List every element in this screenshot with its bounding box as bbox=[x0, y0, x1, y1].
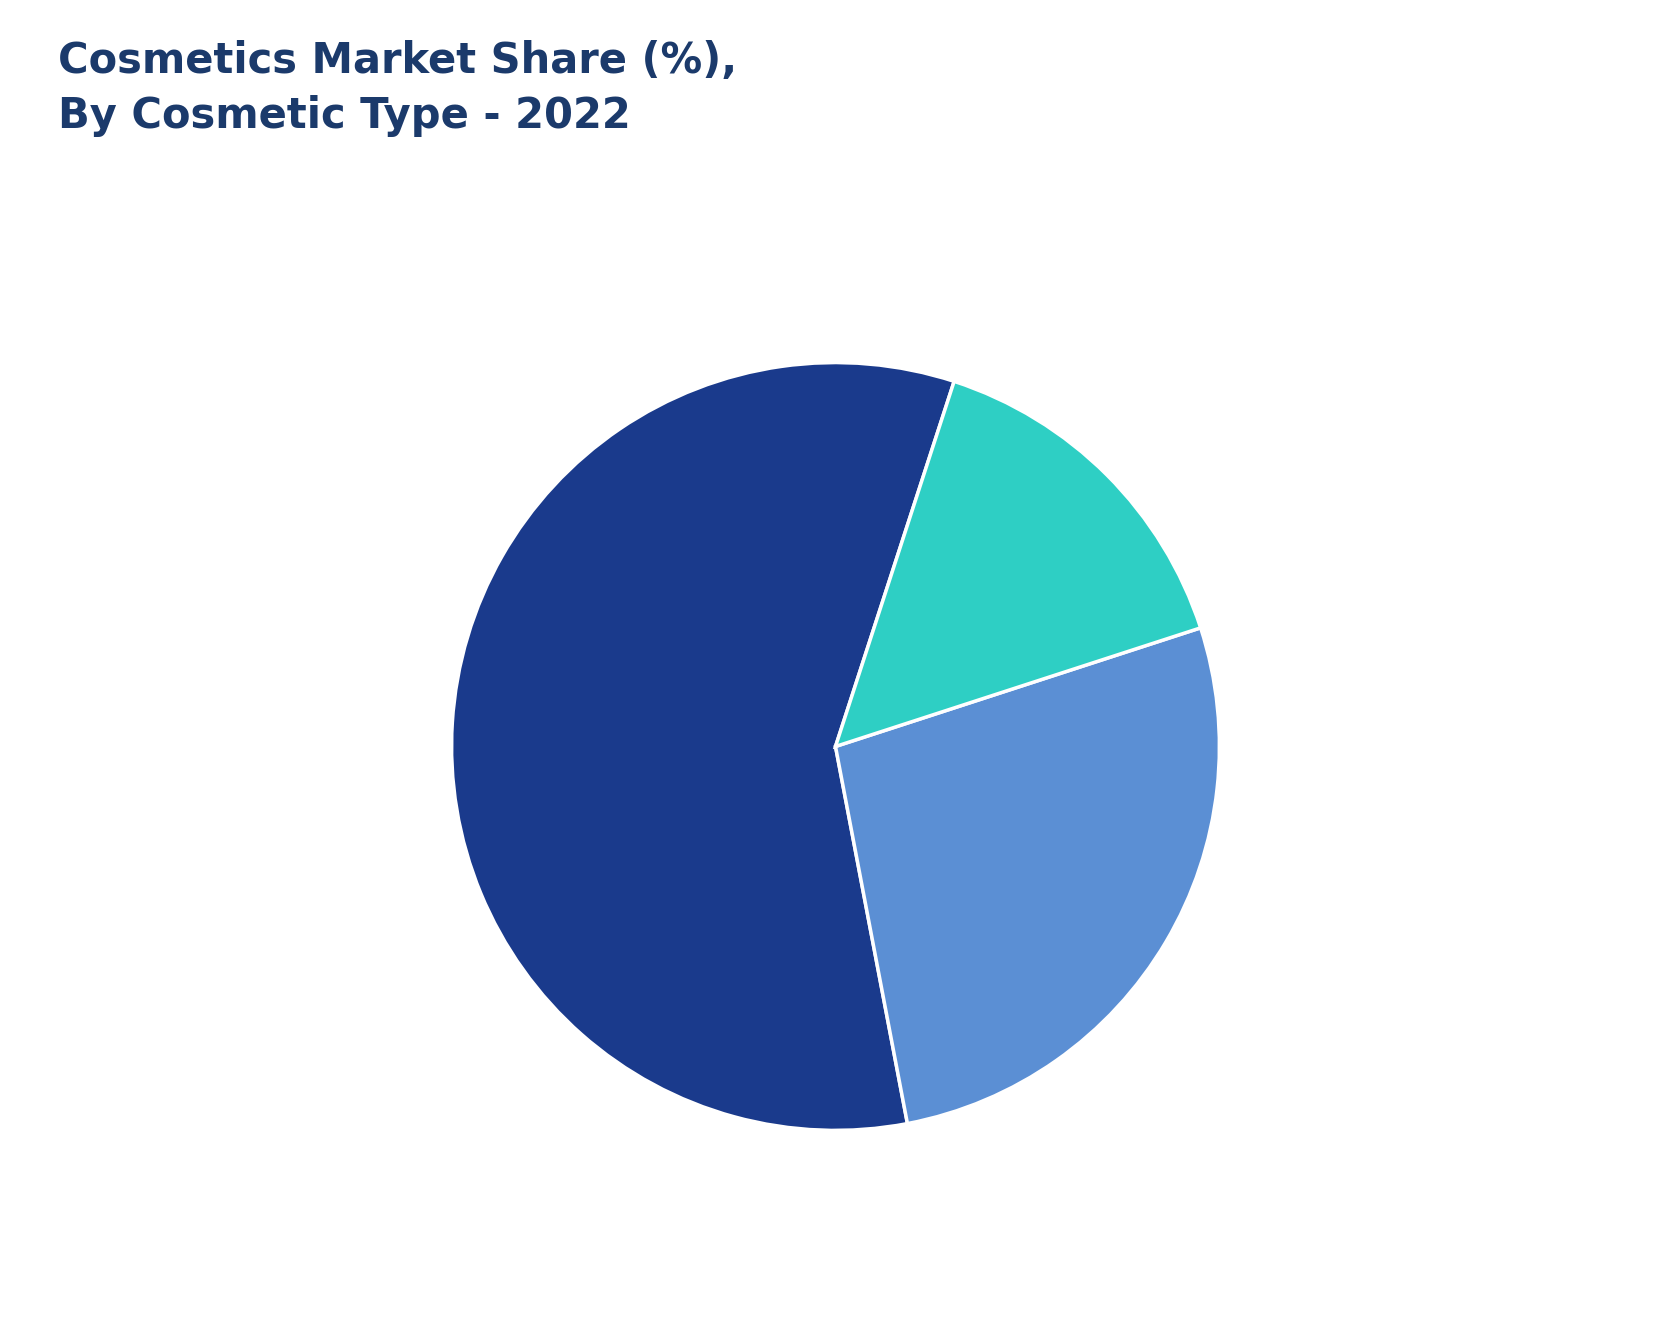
Wedge shape bbox=[451, 363, 954, 1130]
Wedge shape bbox=[836, 628, 1220, 1124]
Text: Cosmetics Market Share (%),
By Cosmetic Type - 2022: Cosmetics Market Share (%), By Cosmetic … bbox=[58, 40, 737, 137]
Wedge shape bbox=[836, 381, 1201, 746]
